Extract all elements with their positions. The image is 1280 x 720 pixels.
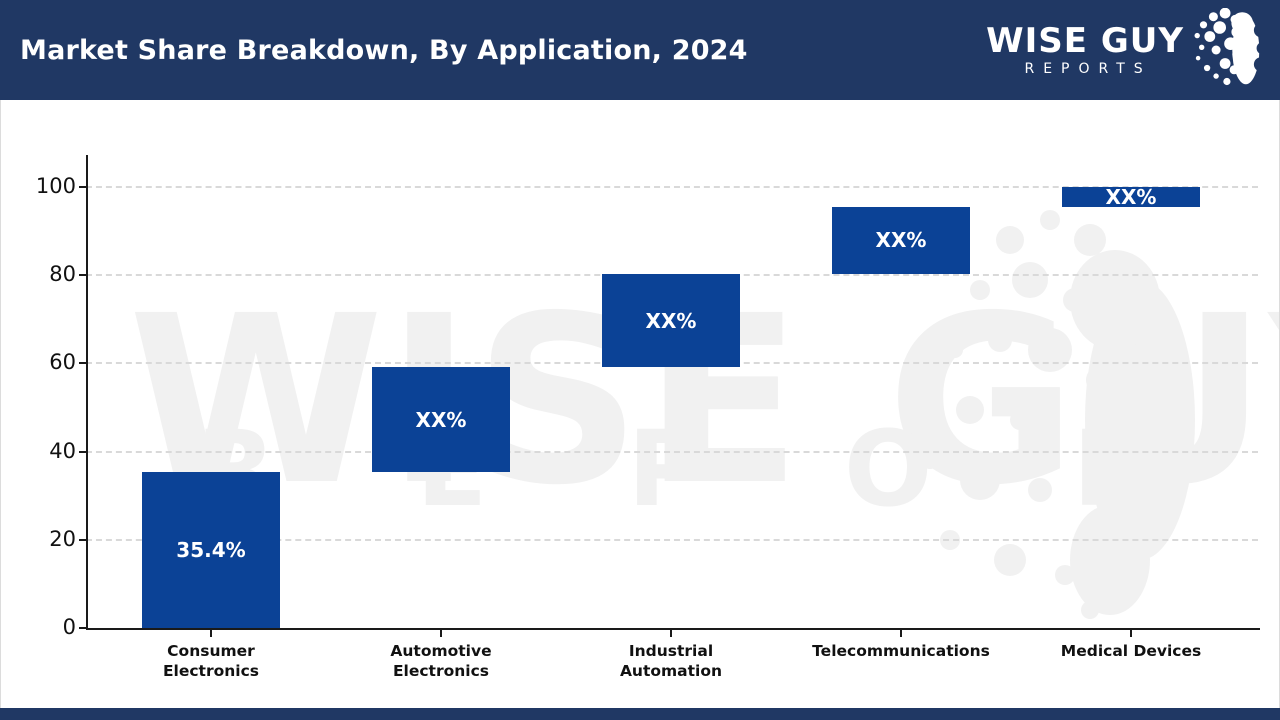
bar-segment: 35.4% xyxy=(142,471,280,628)
bar-value-label: XX% xyxy=(645,308,697,333)
y-axis-line xyxy=(86,155,88,628)
y-axis-tick-label: 80 xyxy=(49,262,76,287)
x-tick-mark xyxy=(440,630,442,637)
grid-line xyxy=(86,450,1258,453)
x-tick-mark xyxy=(210,630,212,637)
y-tick-mark xyxy=(79,538,86,541)
y-tick-mark xyxy=(79,362,86,365)
y-axis-tick-label: 100 xyxy=(35,174,76,198)
x-axis-category-label: Automotive Electronics xyxy=(390,642,492,680)
bar-value-label: XX% xyxy=(415,407,467,432)
brand-logo: WISE GUY REPORTS xyxy=(986,8,1280,92)
brand-logo-subtitle: REPORTS xyxy=(1024,61,1152,77)
bar-value-label: 35.4% xyxy=(176,537,246,562)
y-tick-mark xyxy=(79,450,86,453)
x-tick-mark xyxy=(900,630,902,637)
bar-value-label: XX% xyxy=(1105,184,1157,209)
y-axis-tick-label: 60 xyxy=(49,350,76,375)
bar-segment: XX% xyxy=(832,206,970,274)
brand-logo-text: WISE GUY REPORTS xyxy=(986,24,1184,76)
y-axis-tick-label: 40 xyxy=(49,438,76,463)
x-axis-line xyxy=(86,628,1260,630)
brand-logo-name: WISE GUY xyxy=(986,21,1184,61)
x-tick-mark xyxy=(670,630,672,637)
x-axis-category-label: Telecommunications xyxy=(812,642,990,660)
brand-logo-head-icon xyxy=(1194,8,1262,86)
x-axis-category-label: Industrial Automation xyxy=(619,642,723,680)
x-axis-category-label: Medical Devices xyxy=(1060,642,1202,660)
y-tick-mark xyxy=(79,186,86,188)
header-bar: Market Share Breakdown, By Application, … xyxy=(0,0,1280,100)
y-tick-mark xyxy=(79,274,86,277)
bar-segment: XX% xyxy=(602,273,740,368)
x-axis-category-label: Consumer Electronics xyxy=(162,642,260,680)
bar-value-label: XX% xyxy=(875,228,927,253)
waterfall-chart: 0 20 40 60 80 100 35.4% Consumer Electronics XX% A… xyxy=(0,100,1280,708)
grid-line xyxy=(86,186,1258,188)
x-tick-mark xyxy=(1130,630,1132,637)
bar-segment: XX% xyxy=(1062,184,1200,209)
grid-line xyxy=(86,538,1258,541)
page-title: Market Share Breakdown, By Application, … xyxy=(20,34,748,66)
footer-bar xyxy=(0,708,1280,720)
bar-segment: XX% xyxy=(372,367,510,472)
y-tick-mark xyxy=(79,627,86,629)
left-edge-line xyxy=(0,100,1,708)
y-axis-tick-label: 20 xyxy=(49,526,76,551)
y-axis-tick-label: 0 xyxy=(62,615,76,639)
